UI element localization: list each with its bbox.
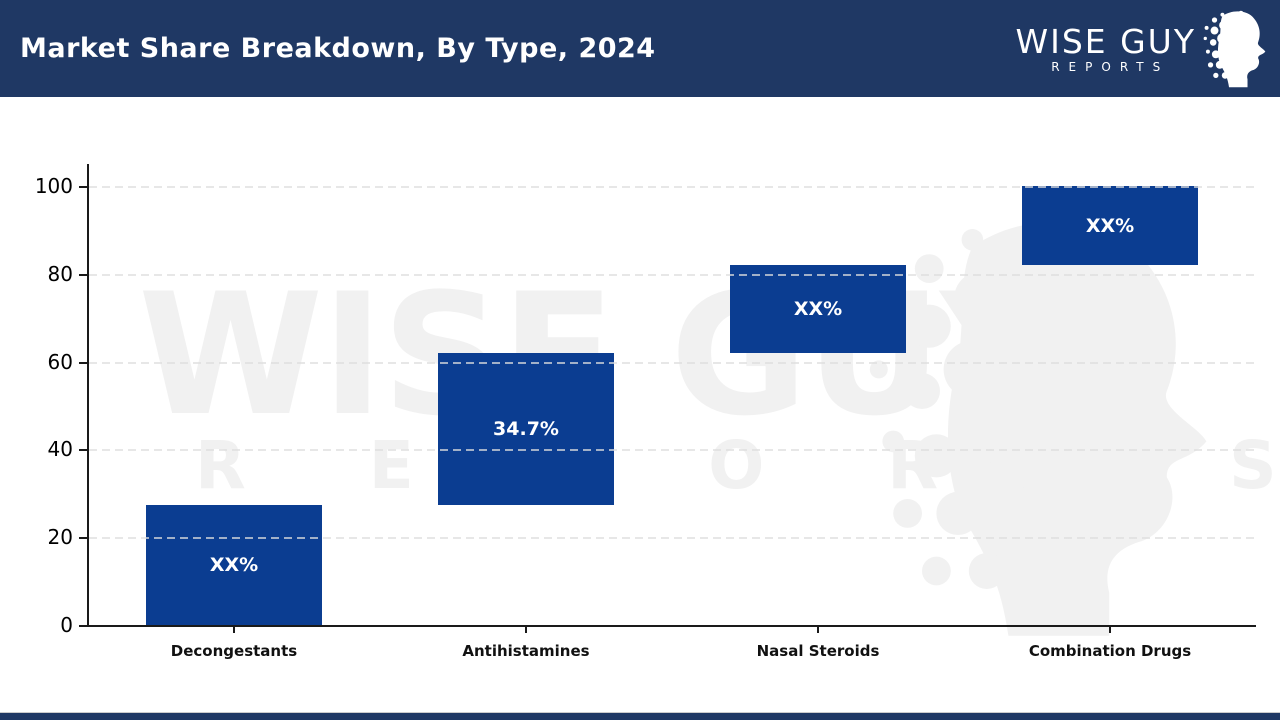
gridline (89, 273, 1256, 276)
category-label: Combination Drugs (1028, 642, 1192, 660)
chart-area: WISE GUY R E P O R T S 0 20 40 60 80 100 XX% De… (0, 97, 1280, 713)
y-tick-mark (79, 449, 87, 452)
bar-value-label: 34.7% (493, 417, 559, 440)
bar-value-label: XX% (209, 554, 259, 577)
x-tick-mark (525, 627, 527, 633)
wiseguy-logo-subtext: REPORTS (1051, 59, 1170, 74)
x-tick-mark (233, 627, 235, 633)
x-tick-mark (1109, 627, 1111, 633)
bar-nasal-steroids: XX% (730, 265, 906, 353)
category-label: Antihistamines (462, 642, 590, 660)
category-label: Decongestants (170, 642, 298, 660)
wiseguy-logo-text-block: WISE GUY REPORTS (1015, 25, 1196, 73)
y-axis-line (87, 164, 89, 627)
y-tick-label: 40 (47, 437, 73, 462)
bar-combination-drugs: XX% (1022, 186, 1198, 266)
y-tick-mark (79, 273, 87, 276)
gridline (89, 537, 1256, 540)
y-tick-label: 0 (60, 613, 73, 637)
wiseguy-logo-text: WISE GUY (1015, 21, 1196, 61)
y-tick-label: 100 (34, 174, 73, 198)
bar-decongestants: XX% (146, 505, 322, 625)
category-label: Nasal Steroids (756, 642, 880, 660)
bar-antihistamines: 34.7% (438, 352, 614, 506)
gridline (89, 361, 1256, 364)
chart-plot-area: 0 20 40 60 80 100 XX% Decongestants 34.7% Antihis… (0, 97, 1280, 713)
y-tick-mark (79, 186, 87, 188)
wiseguy-logo: WISE GUY REPORTS (1015, 9, 1266, 89)
bar-value-label: XX% (793, 297, 843, 320)
header-bar: Market Share Breakdown, By Type, 2024 WI… (0, 0, 1280, 97)
y-tick-mark (79, 537, 87, 540)
x-axis-line (87, 625, 1256, 627)
gridline (89, 449, 1256, 452)
gridline (89, 186, 1256, 188)
wiseguy-logo-face-icon (1203, 10, 1266, 87)
y-tick-mark (79, 625, 87, 627)
y-tick-label: 60 (47, 349, 73, 374)
y-tick-label: 20 (47, 525, 73, 550)
y-tick-label: 80 (47, 261, 73, 286)
y-tick-mark (79, 361, 87, 364)
x-tick-mark (817, 627, 819, 633)
footer-bar (0, 712, 1280, 720)
bar-value-label: XX% (1085, 214, 1135, 237)
page-title: Market Share Breakdown, By Type, 2024 (20, 33, 656, 64)
